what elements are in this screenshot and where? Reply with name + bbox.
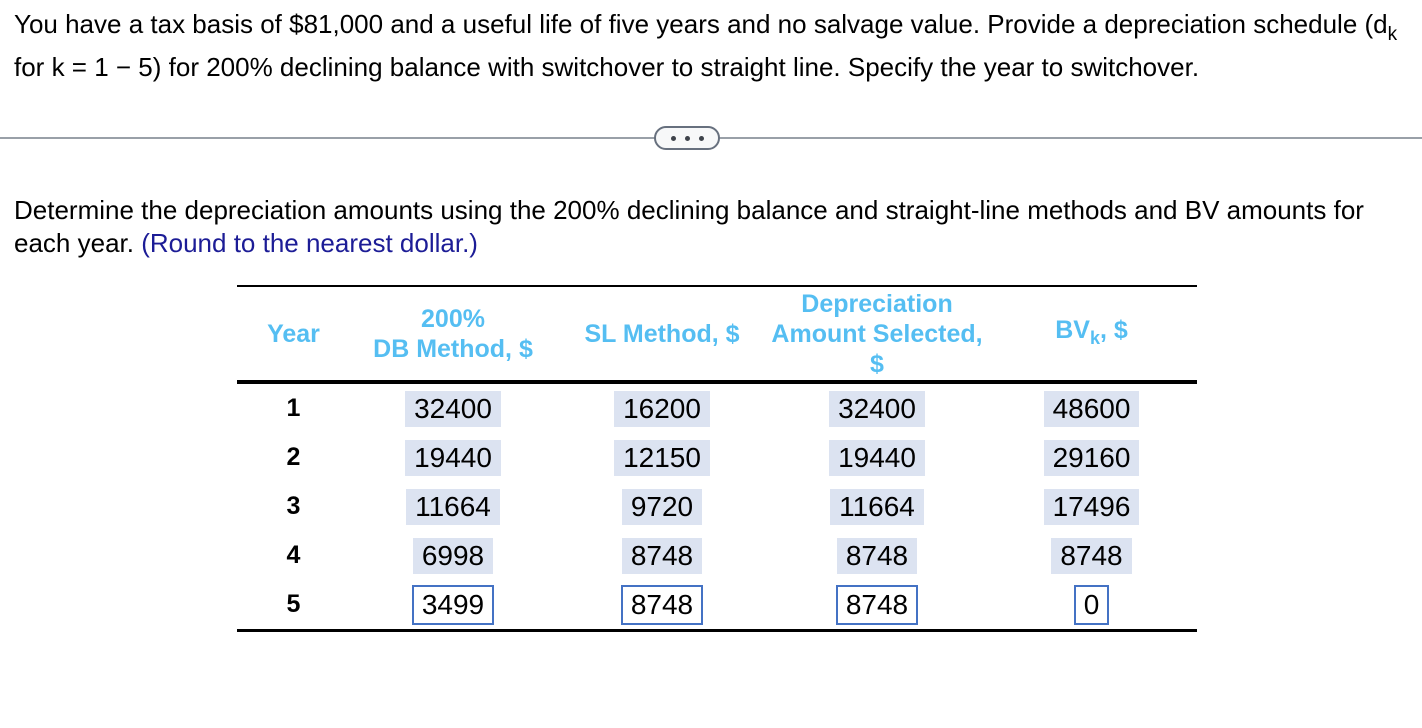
answer-input-bv[interactable]: 0 — [1073, 584, 1110, 625]
selected-cell: 19440 — [829, 439, 925, 476]
year-cell: 5 — [286, 590, 301, 618]
answer-box-bv[interactable]: 17496 — [1043, 488, 1140, 525]
db-cell: 11664 — [406, 488, 500, 525]
answer-box-selected[interactable]: 19440 — [829, 439, 925, 476]
answer-box-bv[interactable]: 48600 — [1043, 390, 1140, 427]
db-cell: 32400 — [405, 390, 501, 427]
sl-cell: 8748 — [621, 537, 703, 574]
answer-box-bv[interactable]: 29160 — [1043, 439, 1140, 476]
sl-cell: 12150 — [614, 439, 710, 476]
answer-box-sl[interactable]: 16200 — [614, 390, 710, 427]
prompt-main: Determine the depreciation amounts using… — [14, 195, 1364, 258]
ellipsis-icon — [670, 135, 676, 141]
bv-cell: 48600 — [1043, 390, 1140, 427]
col-header-bv-suffix: , $ — [1099, 315, 1128, 344]
table-row: 2 19440 12150 19440 29160 — [237, 433, 1197, 482]
answer-box-db[interactable]: 32400 — [405, 390, 501, 427]
col-header-db-method: 200% DB Method, $ — [350, 287, 556, 380]
col-header-db-line1: 200% — [421, 304, 485, 333]
bv-cell: 0 — [1073, 584, 1110, 625]
bv-cell: 29160 — [1043, 439, 1140, 476]
year-cell: 2 — [286, 443, 301, 471]
sl-cell: 16200 — [614, 390, 710, 427]
col-header-bv-prefix: BV — [1055, 315, 1090, 344]
table-row: 3 11664 9720 11664 17496 — [237, 482, 1197, 531]
divider-toggle-button[interactable] — [654, 126, 720, 150]
col-header-db-line2: DB Method, $ — [373, 334, 533, 363]
depreciation-table: Year 200% DB Method, $ SL Method, $ Depr… — [237, 285, 1197, 632]
question-text: You have a tax basis of $81,000 and a us… — [14, 8, 1416, 84]
answer-box-db[interactable]: 19440 — [405, 439, 501, 476]
question-subscript-k: k — [1387, 24, 1398, 45]
answer-box-selected[interactable]: 32400 — [829, 390, 925, 427]
col-header-sl-method: SL Method, $ — [584, 319, 740, 348]
year-cell: 4 — [286, 541, 301, 569]
selected-cell: 32400 — [829, 390, 925, 427]
db-cell: 3499 — [411, 584, 495, 625]
table-row: 1 32400 16200 32400 48600 — [237, 384, 1197, 433]
table-row: 5 3499 8748 8748 0 — [237, 580, 1197, 629]
col-header-selected-line2: Amount Selected, — [771, 319, 983, 348]
col-header-bv-subscript: k — [1089, 327, 1100, 348]
year-cell: 3 — [286, 492, 301, 520]
sl-cell: 8748 — [620, 584, 704, 625]
year-cell: 1 — [286, 394, 301, 422]
answer-input-db[interactable]: 3499 — [411, 584, 495, 625]
db-cell: 19440 — [405, 439, 501, 476]
question-part1: You have a tax basis of $81,000 and a us… — [14, 9, 1388, 39]
prompt-text: Determine the depreciation amounts using… — [14, 194, 1416, 260]
bv-cell: 8748 — [1051, 537, 1132, 574]
col-header-bv-line: BVk, $ — [1055, 315, 1128, 353]
answer-box-sl[interactable]: 8748 — [621, 537, 703, 574]
table-header-row: Year 200% DB Method, $ SL Method, $ Depr… — [237, 287, 1197, 384]
col-header-bv: BVk, $ — [986, 287, 1197, 380]
sl-cell: 9720 — [621, 488, 703, 525]
answer-box-db[interactable]: 6998 — [412, 537, 494, 574]
bv-cell: 17496 — [1043, 488, 1140, 525]
answer-input-sl[interactable]: 8748 — [620, 584, 704, 625]
db-cell: 6998 — [412, 537, 494, 574]
selected-cell: 8748 — [835, 584, 919, 625]
rounding-note: (Round to the nearest dollar.) — [141, 228, 478, 258]
answer-box-selected[interactable]: 11664 — [830, 488, 924, 525]
table-body: 1 32400 16200 32400 48600 2 19440 12150 … — [237, 384, 1197, 632]
col-header-amount-selected: Depreciation Amount Selected, $ — [768, 287, 986, 380]
col-header-selected-line1: Depreciation — [801, 289, 953, 318]
table-row: 4 6998 8748 8748 8748 — [237, 531, 1197, 580]
answer-box-db[interactable]: 11664 — [406, 488, 500, 525]
answer-box-selected[interactable]: 8748 — [836, 537, 918, 574]
answer-box-sl[interactable]: 9720 — [621, 488, 703, 525]
ellipsis-icon — [684, 135, 690, 141]
answer-input-selected[interactable]: 8748 — [835, 584, 919, 625]
answer-box-sl[interactable]: 12150 — [614, 439, 710, 476]
col-header-year: Year — [267, 319, 320, 348]
selected-cell: 11664 — [830, 488, 924, 525]
selected-cell: 8748 — [836, 537, 918, 574]
col-header-selected-line3: $ — [870, 349, 884, 378]
question-part2: for k = 1 − 5) for 200% declining balanc… — [14, 52, 1200, 82]
ellipsis-icon — [698, 135, 704, 141]
answer-box-bv[interactable]: 8748 — [1051, 537, 1132, 574]
